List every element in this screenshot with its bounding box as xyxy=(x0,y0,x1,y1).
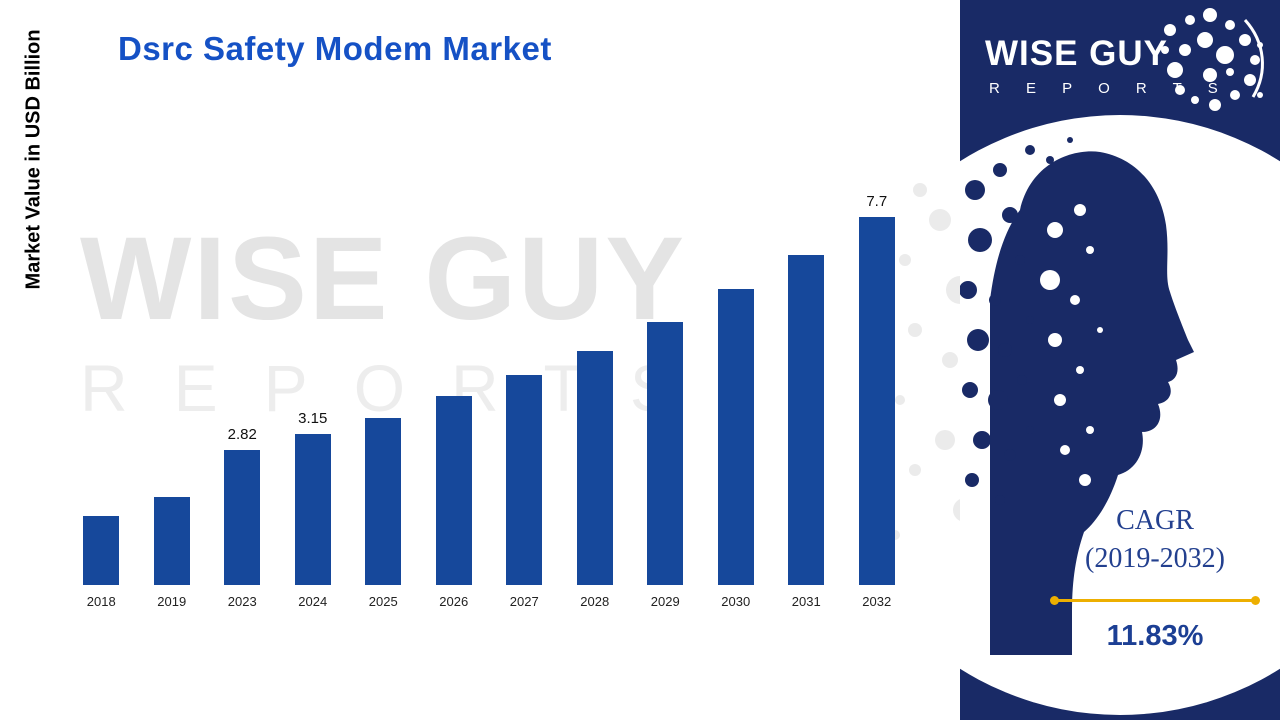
x-axis-label: 2026 xyxy=(439,594,469,609)
brand-logo-name: WISE GUY xyxy=(985,34,1169,73)
brand-panel: WISE GUY R E P O R T S CAGR (2019-2032) … xyxy=(960,0,1280,720)
x-axis-label: 2024 xyxy=(298,594,328,609)
bar-2027 xyxy=(506,375,543,585)
bar-group: 2027 xyxy=(489,145,560,609)
bar-2018 xyxy=(83,516,120,585)
x-axis-label: 2027 xyxy=(509,594,539,609)
bar-2031 xyxy=(788,255,825,585)
bar-value-label: 2.82 xyxy=(227,426,257,443)
x-axis-label: 2018 xyxy=(86,594,116,609)
x-axis-label: 2032 xyxy=(862,594,892,609)
bar-2030 xyxy=(717,289,754,585)
cagr-block: CAGR (2019-2032) 11.83% xyxy=(1040,505,1270,653)
bar-group: 3.15 2024 xyxy=(278,145,349,609)
watermark-text-2: REPORTS xyxy=(80,350,720,425)
y-axis-title: Market Value in USD Billion xyxy=(22,29,45,290)
bar-group: 2018 xyxy=(66,145,137,609)
x-axis-label: 2029 xyxy=(650,594,680,609)
bar-group: 2.82 2023 xyxy=(207,145,278,609)
watermark: WISE GUY REPORTS xyxy=(80,213,720,426)
bar-value-label: 3.15 xyxy=(298,410,328,427)
bar-group: 2029 xyxy=(630,145,701,609)
x-axis-label: 2025 xyxy=(368,594,398,609)
bar-2019 xyxy=(153,497,190,585)
cagr-label: CAGR xyxy=(1116,505,1194,536)
x-axis-label: 2028 xyxy=(580,594,610,609)
bar-group: 2028 xyxy=(560,145,631,609)
bar-value-label: 7.7 xyxy=(866,193,888,210)
bar-2029 xyxy=(647,322,684,585)
logo-face-dots-icon xyxy=(1161,8,1264,111)
x-axis-label: 2031 xyxy=(791,594,821,609)
cagr-period: (2019-2032) xyxy=(1085,543,1225,574)
x-axis-label: 2019 xyxy=(157,594,187,609)
bar-group: 2026 xyxy=(419,145,490,609)
x-axis-label: 2023 xyxy=(227,594,257,609)
bar-2028 xyxy=(576,351,613,585)
face-profile-art xyxy=(960,137,1194,655)
brand-logo-subtitle: R E P O R T S xyxy=(989,80,1229,97)
bar-group: 2030 xyxy=(701,145,772,609)
page-title: Dsrc Safety Modem Market xyxy=(118,30,552,67)
bar-2032 xyxy=(858,217,895,585)
bar-group: 2019 xyxy=(137,145,208,609)
bar-2023 xyxy=(224,450,261,585)
bar-2025 xyxy=(365,418,402,585)
bar-group: 2031 xyxy=(771,145,842,609)
gold-divider-line xyxy=(1050,596,1260,605)
bar-group: 2025 xyxy=(348,145,419,609)
cagr-value: 11.83% xyxy=(1106,620,1204,652)
bar-2026 xyxy=(435,396,472,585)
x-axis-label: 2030 xyxy=(721,594,751,609)
brand-logo: WISE GUY R E P O R T S xyxy=(985,34,1229,97)
bar-chart: 2018 2019 2.82 2023 3.15 2024 2025 2026 2027 2028… xyxy=(66,145,913,609)
bar-2024 xyxy=(294,434,331,585)
watermark-text-1: WISE GUY xyxy=(80,213,687,345)
bar-group: 7.7 2032 xyxy=(842,145,913,609)
